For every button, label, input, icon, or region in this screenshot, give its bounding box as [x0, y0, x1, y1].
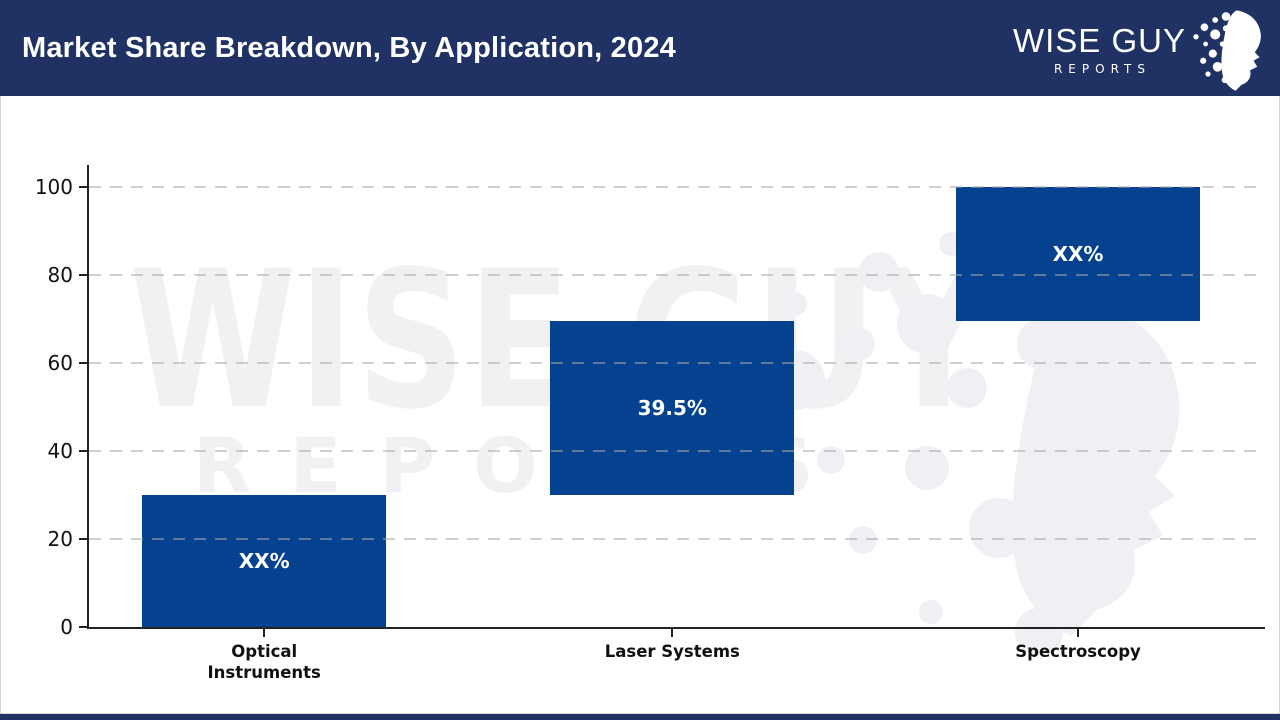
x-tick-mark: [263, 629, 266, 637]
x-tick-mark: [671, 629, 674, 637]
bar-value-label: XX%: [238, 549, 290, 573]
footer-bar: [0, 714, 1280, 720]
y-tick-label: 100: [34, 175, 73, 199]
y-tick-mark: [79, 274, 87, 276]
bar-value-label: XX%: [1052, 242, 1104, 267]
x-category-label: Laser Systems: [604, 642, 740, 661]
y-tick-label: 20: [47, 527, 73, 551]
x-axis-line: [87, 627, 1265, 629]
bar-spectroscopy: XX%: [956, 187, 1201, 322]
bar-laser-systems: 39.5%: [550, 321, 795, 495]
y-tick-mark: [79, 626, 87, 628]
gridline-20: [89, 538, 1265, 540]
page-title: Market Share Breakdown, By Application, …: [22, 31, 676, 64]
y-tick-mark: [79, 450, 87, 452]
bar-optical-instruments: XX%: [142, 495, 387, 627]
chart-area: WISE GUY REPORTS XX% 39.5% XX% 0 20 40 60 80 100…: [0, 96, 1280, 714]
logo-text: WISE GUY REPORTS: [1013, 24, 1186, 76]
y-tick-label: 60: [47, 351, 73, 375]
x-category-label: Spectroscopy: [1015, 642, 1141, 661]
y-axis-line: [87, 165, 89, 629]
logo-name: WISE GUY: [1012, 22, 1186, 60]
plot-region: XX% 39.5% XX% 0 20 40 60 80 100 Optical Instrumen…: [35, 165, 1265, 682]
y-tick-mark: [79, 538, 87, 540]
y-tick-mark: [79, 362, 87, 364]
y-tick-label: 80: [47, 263, 73, 287]
y-tick-label: 0: [60, 615, 73, 639]
gridline-60: [89, 362, 1265, 364]
x-category-label: Optical Instruments: [207, 642, 321, 683]
header-banner: Market Share Breakdown, By Application, …: [0, 0, 1280, 96]
logo-head-icon: [1193, 10, 1261, 91]
logo-tagline: REPORTS: [1053, 61, 1151, 76]
gridline-100: [89, 186, 1265, 188]
bar-value-label: 39.5%: [637, 396, 707, 421]
gridline-80: [89, 274, 1265, 276]
wise-guy-reports-logo: WISE GUY REPORTS: [1013, 8, 1264, 92]
y-tick-label: 40: [47, 439, 73, 463]
gridline-40: [89, 450, 1265, 452]
x-tick-mark: [1077, 629, 1080, 637]
y-tick-mark: [79, 186, 87, 188]
